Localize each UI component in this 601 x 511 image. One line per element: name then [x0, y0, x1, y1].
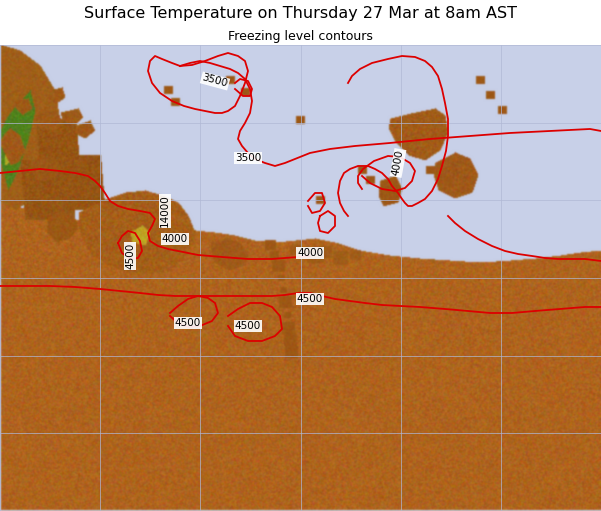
Text: 4000: 4000 [162, 234, 188, 244]
Text: 4000: 4000 [297, 248, 323, 258]
Text: 3500: 3500 [235, 153, 261, 163]
Text: 4000: 4000 [391, 149, 405, 177]
Text: 4500: 4500 [175, 318, 201, 328]
Text: Surface Temperature on Thursday 27 Mar at 8am AST: Surface Temperature on Thursday 27 Mar a… [84, 6, 517, 21]
Text: 3500: 3500 [201, 73, 229, 89]
Text: Freezing level contours: Freezing level contours [228, 30, 373, 43]
Text: 4500: 4500 [125, 243, 135, 269]
Text: 4500: 4500 [297, 294, 323, 304]
Text: 14000: 14000 [160, 195, 170, 227]
Text: 4500: 4500 [235, 321, 261, 331]
